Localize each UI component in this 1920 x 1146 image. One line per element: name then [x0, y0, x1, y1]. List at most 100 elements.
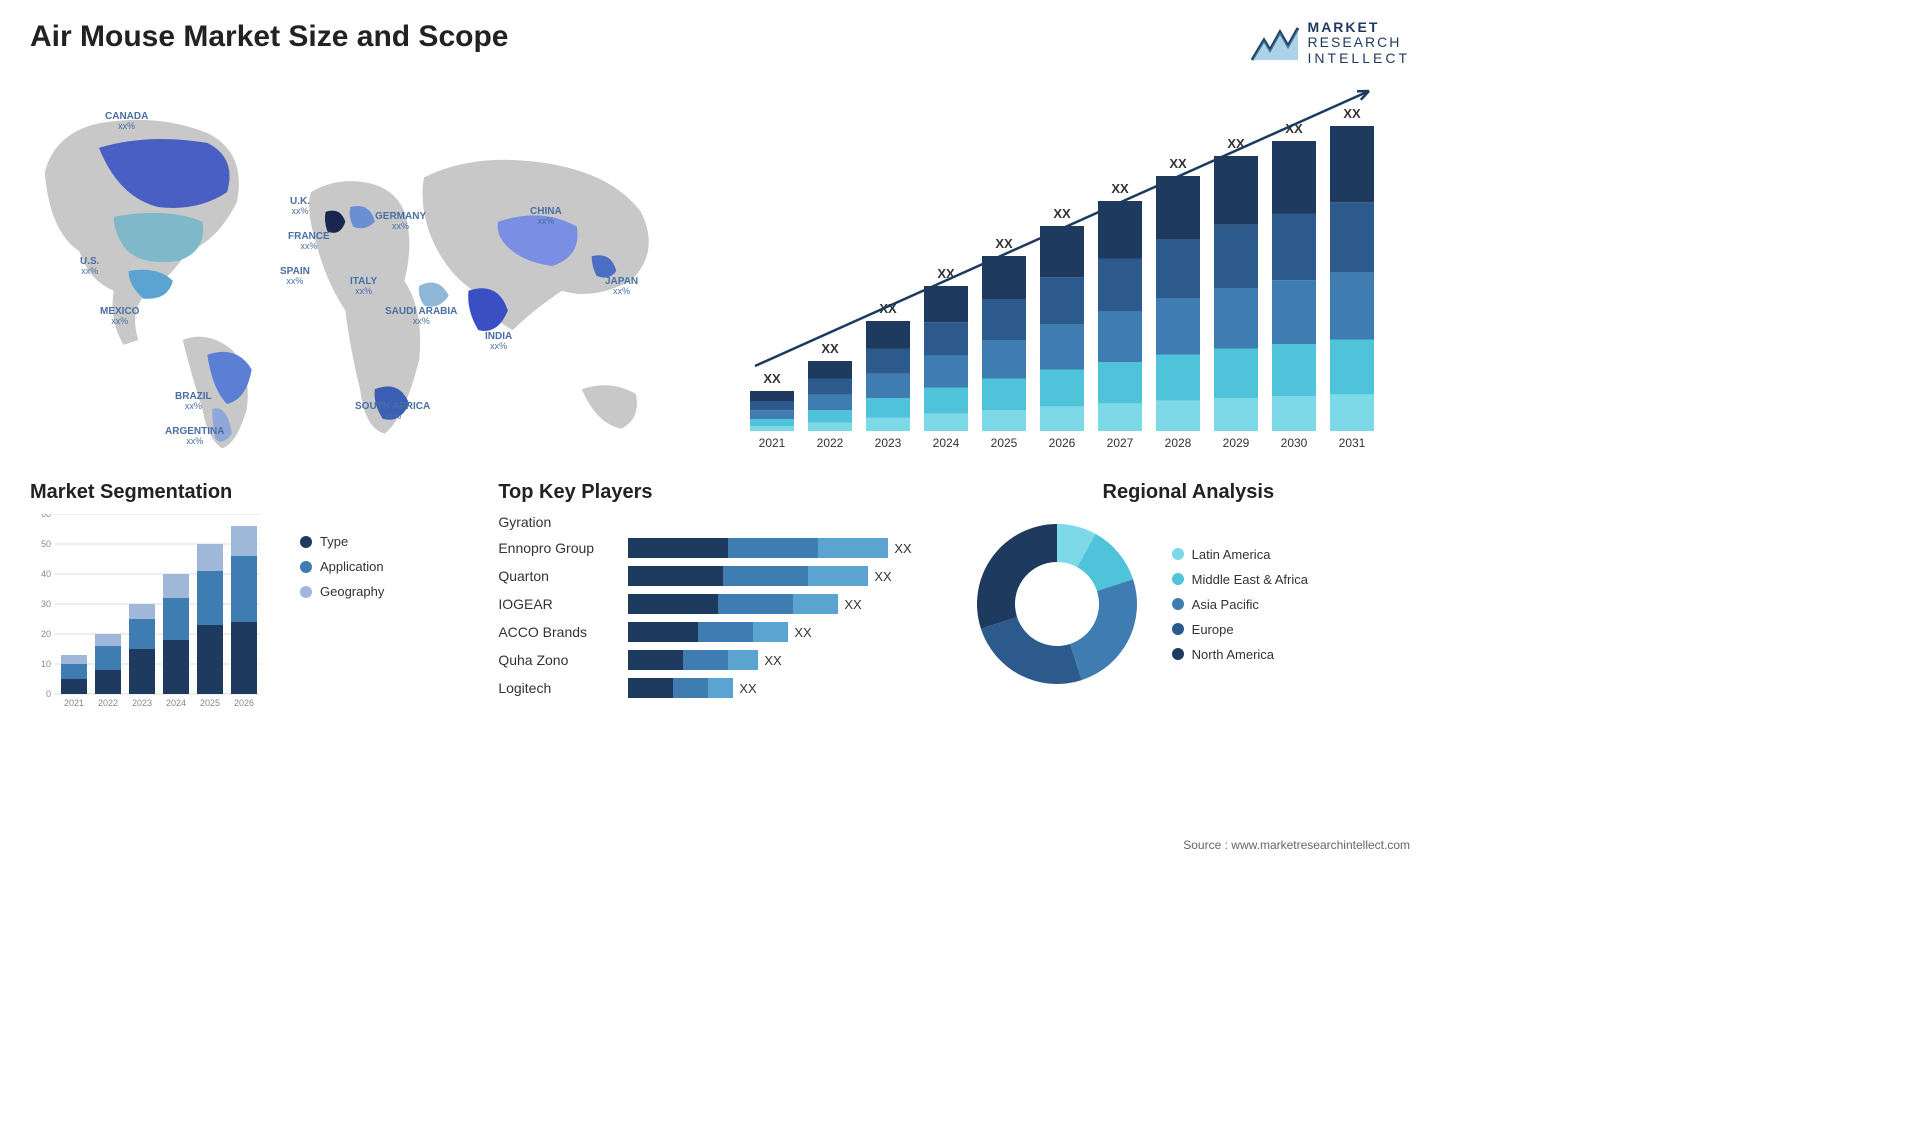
- svg-text:2023: 2023: [875, 436, 902, 450]
- map-label-france: FRANCExx%: [288, 231, 330, 252]
- player-value: XX: [764, 653, 781, 668]
- player-bar: XX: [628, 650, 941, 670]
- segmentation-bar-chart: 0102030405060202120222023202420252026: [30, 514, 285, 734]
- regional-legend-item: Middle East & Africa: [1172, 572, 1308, 587]
- svg-text:2028: 2028: [1165, 436, 1192, 450]
- page-title: Air Mouse Market Size and Scope: [30, 20, 508, 54]
- svg-text:XX: XX: [1053, 206, 1071, 221]
- player-name: Quha Zono: [498, 652, 618, 668]
- map-label-saudiarabia: SAUDI ARABIAxx%: [385, 306, 457, 327]
- svg-text:2027: 2027: [1107, 436, 1134, 450]
- player-bar: XX: [628, 678, 941, 698]
- svg-text:30: 30: [41, 599, 51, 609]
- growth-bar-chart: XX 2021 XX 2022 XX 2023 XX 2024 XX 2025 XX 2026 XX 20…: [730, 81, 1410, 461]
- logo-icon: [1250, 22, 1300, 64]
- player-row: Quarton XX: [498, 566, 941, 586]
- map-label-india: INDIAxx%: [485, 331, 512, 352]
- map-label-germany: GERMANYxx%: [375, 211, 426, 232]
- svg-text:2026: 2026: [234, 698, 254, 708]
- regional-legend-item: Latin America: [1172, 547, 1308, 562]
- player-value: XX: [874, 569, 891, 584]
- map-label-italy: ITALYxx%: [350, 276, 377, 297]
- world-map-panel: CANADAxx% U.S.xx% MEXICOxx% BRAZILxx% ARGENT…: [30, 81, 700, 461]
- map-label-argentina: ARGENTINAxx%: [165, 426, 224, 447]
- map-label-uk: U.K.xx%: [290, 196, 310, 217]
- svg-text:40: 40: [41, 569, 51, 579]
- player-name: Gyration: [498, 514, 618, 530]
- map-label-china: CHINAxx%: [530, 206, 562, 227]
- regional-legend: Latin America Middle East & Africa Asia Pa…: [1172, 547, 1308, 662]
- svg-text:2026: 2026: [1049, 436, 1076, 450]
- regional-donut-chart: [967, 514, 1147, 694]
- regional-legend-item: Europe: [1172, 622, 1308, 637]
- player-name: ACCO Brands: [498, 624, 618, 640]
- player-value: XX: [739, 681, 756, 696]
- svg-text:2024: 2024: [166, 698, 186, 708]
- segmentation-title: Market Segmentation: [30, 481, 473, 504]
- seg-legend-item: Application: [300, 559, 384, 574]
- map-label-brazil: BRAZILxx%: [175, 391, 212, 412]
- top-row: CANADAxx% U.S.xx% MEXICOxx% BRAZILxx% ARGENT…: [30, 81, 1410, 461]
- regional-legend-item: North America: [1172, 647, 1308, 662]
- player-bar: XX: [628, 566, 941, 586]
- map-saudi: [419, 283, 449, 307]
- map-label-us: U.S.xx%: [80, 256, 99, 277]
- player-value: XX: [894, 541, 911, 556]
- svg-text:0: 0: [46, 689, 51, 699]
- svg-text:2022: 2022: [98, 698, 118, 708]
- map-label-spain: SPAINxx%: [280, 266, 310, 287]
- header: Air Mouse Market Size and Scope MARKET R…: [30, 20, 1410, 66]
- svg-text:10: 10: [41, 659, 51, 669]
- svg-text:XX: XX: [1343, 106, 1361, 121]
- player-value: XX: [794, 625, 811, 640]
- player-row: Gyration: [498, 514, 941, 530]
- player-row: Logitech XX: [498, 678, 941, 698]
- svg-text:XX: XX: [995, 236, 1013, 251]
- svg-text:2021: 2021: [64, 698, 84, 708]
- svg-text:XX: XX: [821, 341, 839, 356]
- player-name: Ennopro Group: [498, 540, 618, 556]
- bottom-row: Market Segmentation 01020304050602021202…: [30, 481, 1410, 734]
- logo-text: MARKET RESEARCH INTELLECT: [1308, 20, 1410, 66]
- map-label-japan: JAPANxx%: [605, 276, 638, 297]
- regional-panel: Regional Analysis Latin America Middle Ea…: [967, 481, 1410, 734]
- player-row: IOGEAR XX: [498, 594, 941, 614]
- player-row: Ennopro Group XX: [498, 538, 941, 558]
- footer-source: Source : www.marketresearchintellect.com: [1183, 838, 1410, 852]
- map-label-canada: CANADAxx%: [105, 111, 148, 132]
- segmentation-legend: Type Application Geography: [300, 514, 384, 734]
- key-players-list: Gyration Ennopro Group XX Quarton XX IOGEAR XX…: [498, 514, 941, 698]
- svg-text:2029: 2029: [1223, 436, 1250, 450]
- svg-text:2025: 2025: [200, 698, 220, 708]
- player-name: Logitech: [498, 680, 618, 696]
- svg-text:XX: XX: [1111, 181, 1129, 196]
- player-value: XX: [844, 597, 861, 612]
- map-label-mexico: MEXICOxx%: [100, 306, 139, 327]
- player-row: Quha Zono XX: [498, 650, 941, 670]
- player-bar: XX: [628, 622, 941, 642]
- svg-text:XX: XX: [763, 371, 781, 386]
- svg-text:60: 60: [41, 514, 51, 519]
- svg-text:XX: XX: [1169, 156, 1187, 171]
- svg-text:2025: 2025: [991, 436, 1018, 450]
- regional-legend-item: Asia Pacific: [1172, 597, 1308, 612]
- logo: MARKET RESEARCH INTELLECT: [1250, 20, 1410, 66]
- seg-legend-item: Geography: [300, 584, 384, 599]
- player-name: IOGEAR: [498, 596, 618, 612]
- svg-text:2022: 2022: [817, 436, 844, 450]
- svg-text:2030: 2030: [1281, 436, 1308, 450]
- players-title: Top Key Players: [498, 481, 941, 504]
- svg-text:20: 20: [41, 629, 51, 639]
- svg-text:2021: 2021: [759, 436, 786, 450]
- growth-chart-panel: XX 2021 XX 2022 XX 2023 XX 2024 XX 2025 XX 2026 XX 20…: [730, 81, 1410, 461]
- svg-text:2023: 2023: [132, 698, 152, 708]
- map-label-southafrica: SOUTH AFRICAxx%: [355, 401, 430, 422]
- players-panel: Top Key Players GyrationEnnopro GroupXXQ…: [498, 481, 941, 734]
- svg-text:2031: 2031: [1339, 436, 1366, 450]
- player-row: ACCO Brands XX: [498, 622, 941, 642]
- player-bar: XX: [628, 594, 941, 614]
- seg-legend-item: Type: [300, 534, 384, 549]
- player-name: Quarton: [498, 568, 618, 584]
- svg-text:2024: 2024: [933, 436, 960, 450]
- regional-title: Regional Analysis: [967, 481, 1410, 504]
